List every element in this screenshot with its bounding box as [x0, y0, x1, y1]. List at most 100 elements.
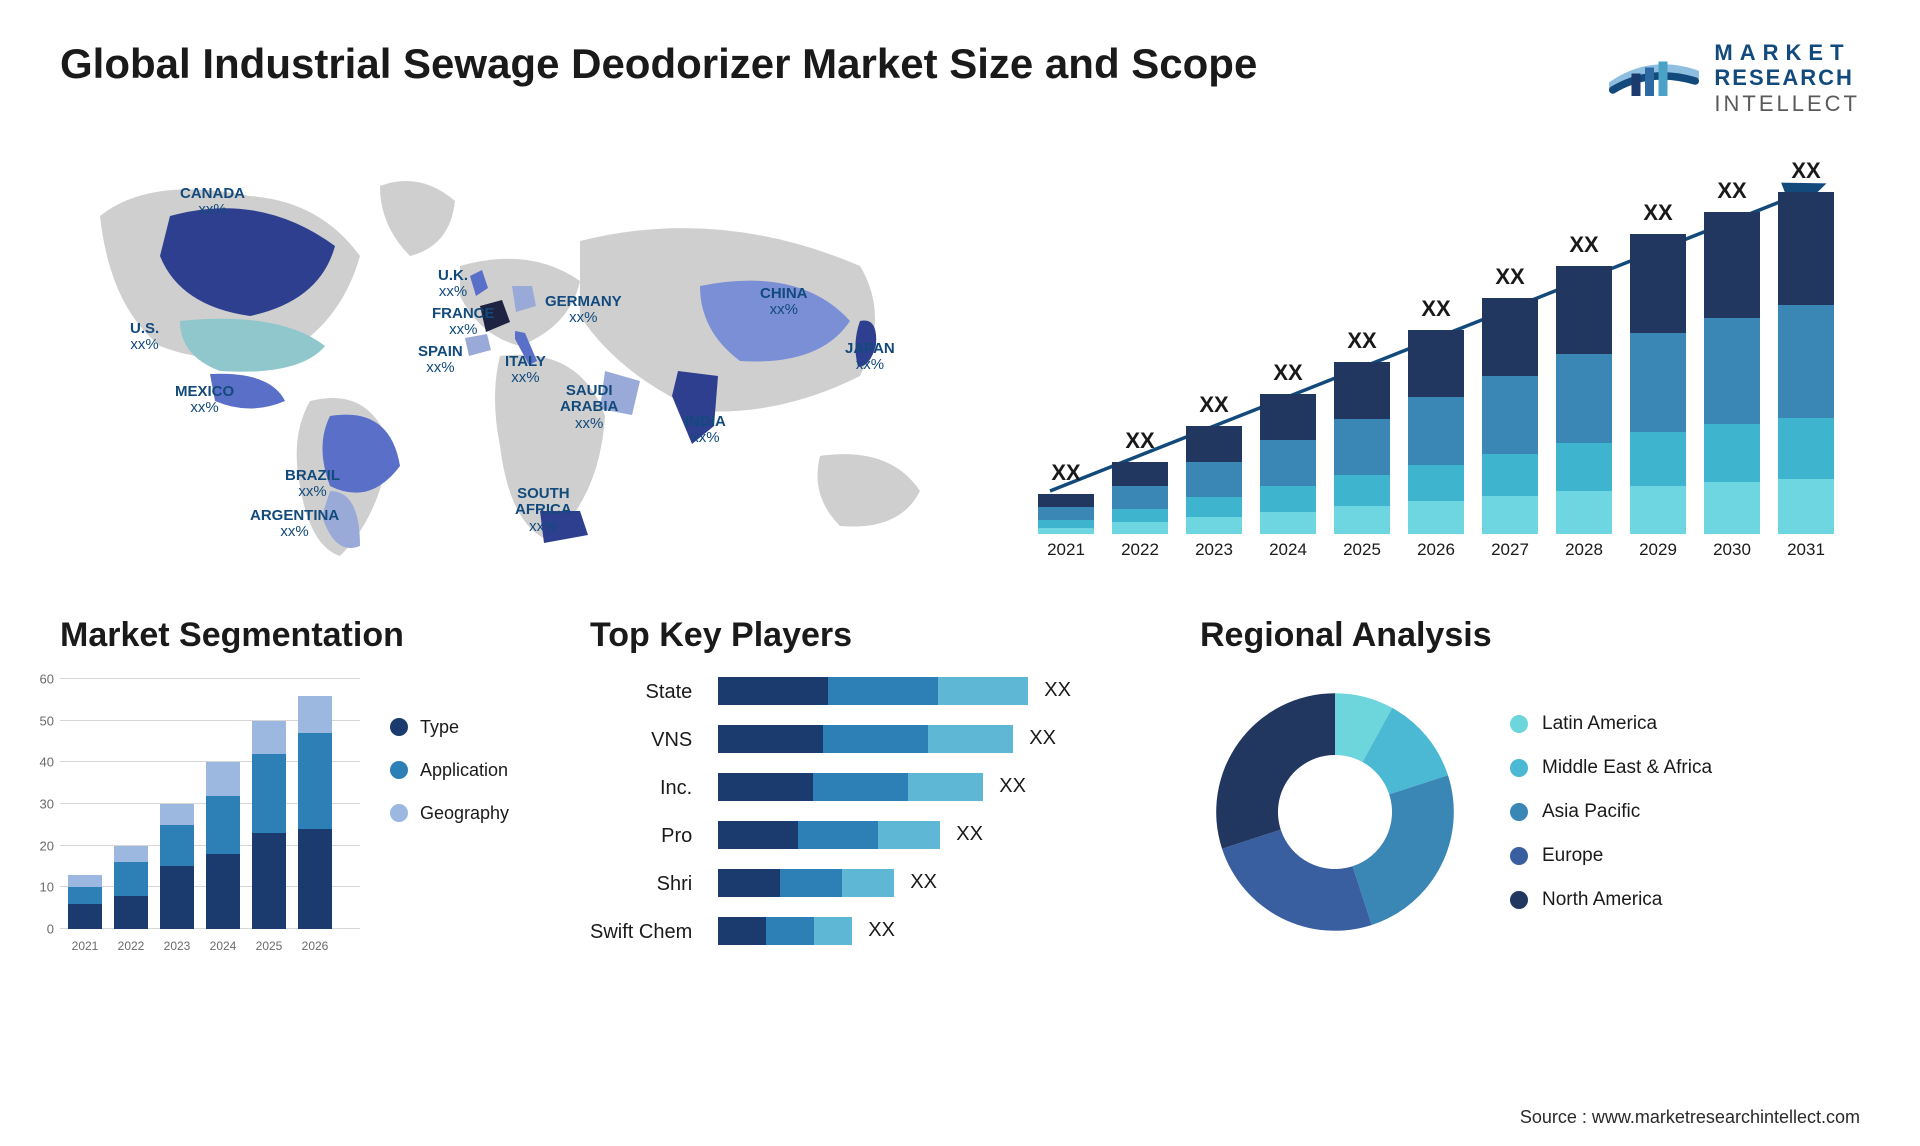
seg-bar-segment	[160, 825, 194, 867]
donut-slice	[1353, 775, 1454, 925]
key-players-labels: StateVNSInc.ProShriSwift Chem	[590, 677, 692, 947]
regional-legend-item: Latin America	[1510, 713, 1712, 735]
logo-line1: MARKET	[1714, 40, 1860, 65]
map-country-label: BRAZILxx%	[285, 468, 340, 501]
growth-bar-segment	[1778, 479, 1834, 534]
kp-row: XX	[718, 917, 1071, 945]
logo-text: MARKET RESEARCH INTELLECT	[1714, 40, 1860, 116]
seg-y-tick: 0	[47, 921, 54, 936]
kp-bar-segment	[718, 725, 823, 753]
kp-value-label: XX	[1029, 727, 1056, 750]
growth-year-label: 2023	[1186, 540, 1242, 560]
regional-legend: Latin America Middle East & Africa Asia Pa…	[1510, 713, 1712, 911]
growth-bar-segment	[1704, 318, 1760, 424]
growth-bar-segment	[1778, 192, 1834, 305]
growth-value-label: XX	[1482, 264, 1538, 290]
kp-row: XX	[718, 821, 1071, 849]
map-country-label: SOUTHAFRICAxx%	[515, 486, 572, 536]
growth-bar-segment	[1112, 522, 1168, 534]
kp-bar-segment	[878, 821, 940, 849]
kp-bar-segment	[823, 725, 928, 753]
growth-bar-segment	[1260, 486, 1316, 511]
kp-bar-segment	[718, 869, 780, 897]
growth-value-label: XX	[1260, 360, 1316, 386]
donut-slice	[1216, 693, 1335, 849]
growth-bar-segment	[1186, 462, 1242, 498]
map-country-label: MEXICOxx%	[175, 384, 234, 417]
growth-bar-segment	[1778, 305, 1834, 418]
seg-year-label: 2025	[252, 939, 286, 953]
kp-value-label: XX	[956, 823, 983, 846]
top-row: CANADAxx%U.S.xx%MEXICOxx%ARGENTINAxx%BRA…	[60, 146, 1860, 566]
regional-legend-item: Middle East & Africa	[1510, 757, 1712, 779]
growth-chart-panel: 2021XX2022XX2023XX2024XX2025XX2026XX2027…	[1020, 146, 1840, 566]
bottom-row: Market Segmentation 01020304050602021202…	[60, 616, 1860, 957]
seg-bar-segment	[298, 733, 332, 829]
map-country-label: U.K.xx%	[438, 268, 468, 301]
map-country-label: JAPANxx%	[845, 341, 895, 374]
seg-bar-segment	[68, 904, 102, 929]
seg-bar-segment	[206, 762, 240, 795]
growth-bar-segment	[1334, 362, 1390, 419]
donut-slice	[1222, 830, 1372, 931]
header: Global Industrial Sewage Deodorizer Mark…	[60, 40, 1860, 116]
growth-bar-segment	[1408, 501, 1464, 534]
kp-bar-segment	[718, 917, 766, 945]
growth-bar-segment	[1482, 496, 1538, 534]
seg-legend-item: Type	[390, 717, 509, 738]
growth-bar-segment	[1630, 486, 1686, 534]
kp-row-label: Inc.	[660, 775, 692, 803]
kp-bar-segment	[766, 917, 814, 945]
kp-bar-segment	[798, 821, 878, 849]
seg-bar-segment	[206, 854, 240, 929]
kp-bar-segment	[780, 869, 842, 897]
kp-row: XX	[718, 773, 1071, 801]
kp-row-label: State	[646, 679, 693, 707]
growth-bar-segment	[1186, 426, 1242, 462]
growth-bar-segment	[1408, 397, 1464, 464]
growth-year-label: 2022	[1112, 540, 1168, 560]
growth-bar-segment	[1482, 454, 1538, 496]
growth-year-label: 2021	[1038, 540, 1094, 560]
kp-value-label: XX	[910, 871, 937, 894]
kp-row: XX	[718, 725, 1071, 753]
seg-y-tick: 30	[40, 796, 54, 811]
segmentation-legend: TypeApplicationGeography	[390, 677, 509, 957]
kp-row-label: Swift Chem	[590, 919, 692, 947]
kp-value-label: XX	[868, 919, 895, 942]
growth-bar-segment	[1038, 520, 1094, 527]
growth-bar-segment	[1038, 528, 1094, 534]
segmentation-title: Market Segmentation	[60, 616, 540, 655]
seg-bar-segment	[298, 829, 332, 929]
segmentation-panel: Market Segmentation 01020304050602021202…	[60, 616, 540, 957]
growth-value-label: XX	[1038, 460, 1094, 486]
seg-y-tick: 10	[40, 880, 54, 895]
growth-bar-segment	[1186, 497, 1242, 516]
growth-bar-segment	[1704, 482, 1760, 534]
growth-value-label: XX	[1112, 428, 1168, 454]
kp-value-label: XX	[1044, 679, 1071, 702]
world-map-panel: CANADAxx%U.S.xx%MEXICOxx%ARGENTINAxx%BRA…	[60, 146, 980, 566]
segmentation-chart: 0102030405060202120222023202420252026	[60, 677, 360, 957]
kp-row: XX	[718, 677, 1071, 705]
growth-bar-segment	[1630, 234, 1686, 333]
seg-year-label: 2024	[206, 939, 240, 953]
regional-legend-item: North America	[1510, 889, 1712, 911]
regional-legend-item: Europe	[1510, 845, 1712, 867]
growth-bar-segment	[1630, 333, 1686, 432]
kp-row-label: VNS	[651, 727, 692, 755]
seg-year-label: 2021	[68, 939, 102, 953]
seg-legend-item: Application	[390, 760, 509, 781]
key-players-panel: Top Key Players StateVNSInc.ProShriSwift…	[590, 616, 1150, 957]
growth-value-label: XX	[1186, 392, 1242, 418]
growth-bar-segment	[1408, 330, 1464, 397]
source-attribution: Source : www.marketresearchintellect.com	[1520, 1107, 1860, 1128]
map-country-label: SPAINxx%	[418, 344, 463, 377]
kp-bar-segment	[842, 869, 894, 897]
growth-bar-segment	[1038, 494, 1094, 507]
seg-bar-segment	[252, 833, 286, 929]
growth-value-label: XX	[1556, 232, 1612, 258]
growth-bar-segment	[1334, 419, 1390, 476]
growth-bar-segment	[1704, 424, 1760, 482]
regional-legend-item: Asia Pacific	[1510, 801, 1712, 823]
